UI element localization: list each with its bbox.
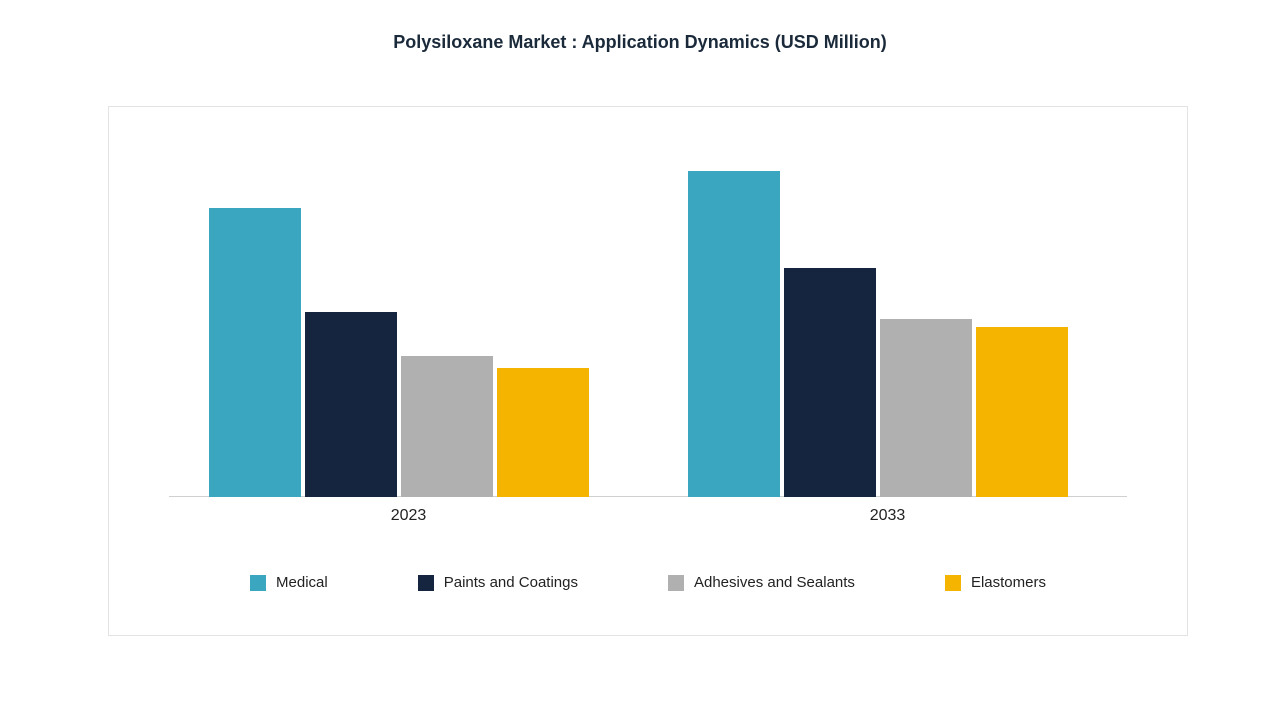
bar: [305, 312, 397, 497]
bar: [209, 208, 301, 497]
x-axis-label: 2033: [648, 507, 1127, 525]
chart-title: Polysiloxane Market : Application Dynami…: [0, 32, 1280, 53]
bar-group: [169, 127, 648, 497]
bar: [784, 268, 876, 497]
bar: [976, 327, 1068, 497]
legend-item: Medical: [250, 574, 328, 591]
bars-cluster: [688, 171, 1068, 497]
bar: [880, 319, 972, 497]
legend-item: Adhesives and Sealants: [668, 574, 855, 591]
legend-label: Medical: [276, 574, 328, 591]
chart-frame: 20232033 Medical Paints and Coatings Adhes…: [108, 106, 1188, 636]
bar: [497, 368, 589, 498]
legend-swatch: [945, 575, 961, 591]
bar: [401, 356, 493, 497]
x-axis-label: 2023: [169, 507, 648, 525]
legend-swatch: [418, 575, 434, 591]
legend-label: Adhesives and Sealants: [694, 574, 855, 591]
legend: Medical Paints and Coatings Adhesives and …: [109, 574, 1187, 591]
legend-item: Elastomers: [945, 574, 1046, 591]
plot-area: [169, 127, 1127, 497]
legend-swatch: [668, 575, 684, 591]
legend-label: Paints and Coatings: [444, 574, 578, 591]
bar-groups: [169, 127, 1127, 497]
legend-label: Elastomers: [971, 574, 1046, 591]
legend-item: Paints and Coatings: [418, 574, 578, 591]
bars-cluster: [209, 208, 589, 497]
legend-swatch: [250, 575, 266, 591]
bar: [688, 171, 780, 497]
bar-group: [648, 127, 1127, 497]
x-axis-labels: 20232033: [169, 507, 1127, 525]
